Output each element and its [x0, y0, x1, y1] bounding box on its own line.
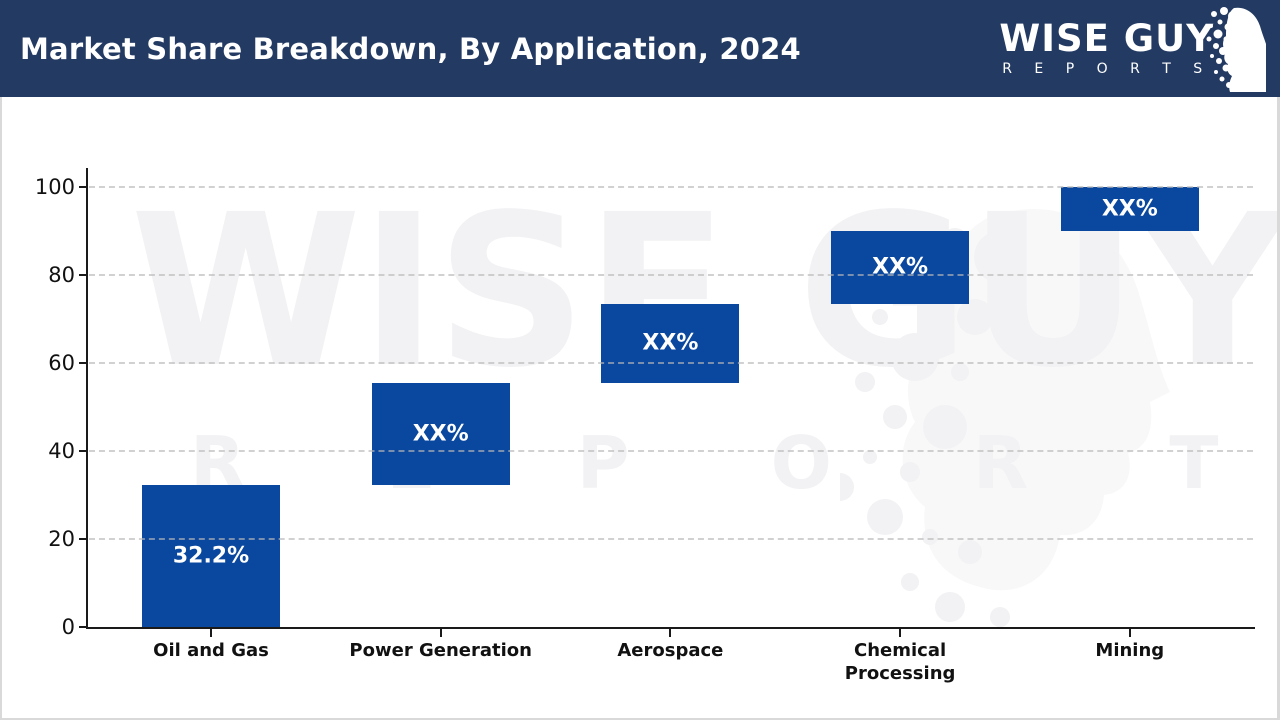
x-category-label: Mining: [1095, 640, 1165, 661]
x-tick-mark: [439, 628, 442, 637]
y-tick-label-40: 40: [48, 439, 75, 463]
bar-aerospace[interactable]: [601, 303, 740, 383]
x-category-label: Oil and Gas: [153, 640, 269, 661]
y-tick-label-60: 60: [48, 351, 75, 375]
gridline-80: [89, 274, 1253, 276]
x-tick-mark: [669, 628, 672, 637]
y-tick-mark-80: [79, 274, 88, 276]
logo-text-reports: R E P O R T S: [1002, 61, 1212, 77]
y-tick-label-100: 100: [34, 175, 75, 199]
logo-face-icon: [1206, 7, 1266, 92]
y-tick-mark-60: [79, 362, 88, 364]
logo-text-wiseguy: WISE GUY: [999, 17, 1214, 60]
bar-value-label: 32.2%: [172, 543, 250, 569]
y-tick-mark-0: [79, 626, 88, 628]
x-tick-mark: [899, 628, 902, 637]
gridline-40: [89, 450, 1253, 452]
wise-guy-reports-logo: WISE GUY R E P O R T S: [999, 6, 1266, 92]
bar-power-generation[interactable]: [371, 382, 510, 486]
x-category-label: Chemical Processing: [844, 640, 956, 684]
y-tick-label-80: 80: [48, 263, 75, 287]
gridline-60: [89, 362, 1253, 364]
bar-oil-and-gas[interactable]: [142, 485, 280, 627]
bar-value-label: XX%: [642, 330, 699, 356]
bar-value-label: XX%: [412, 421, 469, 447]
chart-title: Market Share Breakdown, By Application, …: [20, 31, 801, 66]
y-tick-mark-20: [79, 538, 88, 540]
x-axis-spine: [86, 627, 1255, 629]
y-tick-mark-100: [79, 186, 88, 188]
y-tick-mark-40: [79, 450, 88, 452]
x-category-label: Aerospace: [617, 640, 724, 661]
y-axis-spine: [86, 168, 88, 629]
header-bar: Market Share Breakdown, By Application, …: [0, 0, 1280, 97]
x-category-label: Power Generation: [349, 640, 532, 661]
y-tick-label-20: 20: [48, 527, 75, 551]
gridline-100: [89, 186, 1253, 188]
x-tick-mark: [1128, 628, 1131, 637]
x-tick-mark: [210, 628, 212, 637]
bar-value-label: XX%: [1101, 196, 1158, 222]
gridline-20: [89, 538, 1253, 540]
logo-wordmark: WISE GUY R E P O R T S: [999, 20, 1214, 77]
bar-value-label: XX%: [872, 254, 929, 280]
y-tick-label-0: 0: [61, 615, 75, 639]
